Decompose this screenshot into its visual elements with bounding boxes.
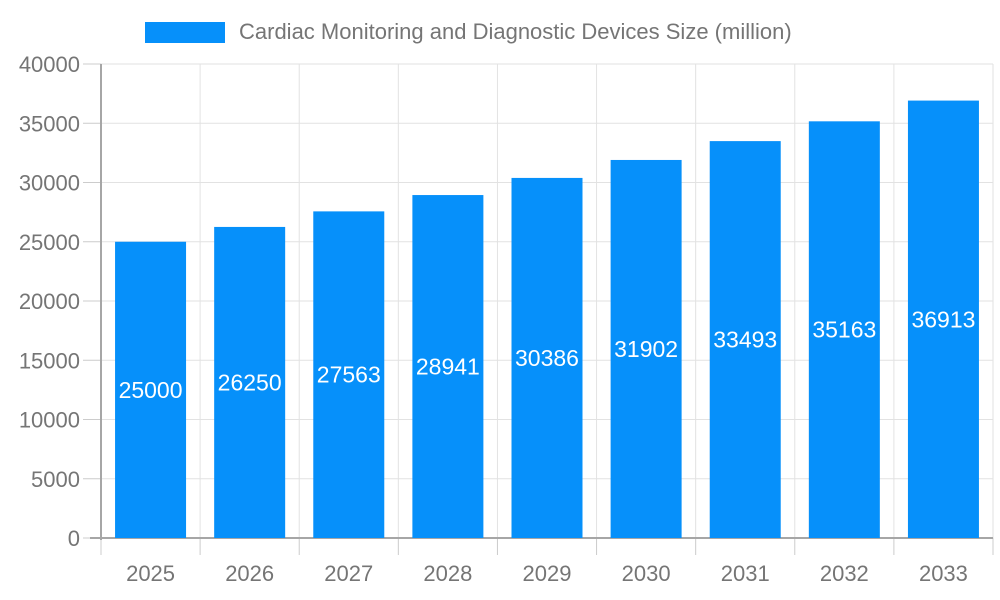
bar-value-label: 31902 [614,336,678,362]
y-tick-label: 30000 [19,171,80,196]
bar-value-label: 35163 [812,317,876,343]
bar [907,100,979,539]
bar [313,211,385,538]
y-tick-label: 10000 [19,408,80,433]
bar [610,159,682,538]
x-tick-label: 2028 [423,561,472,586]
bar-value-label: 33493 [713,327,777,353]
chart-legend: Cardiac Monitoring and Diagnostic Device… [145,13,792,51]
y-tick-label: 25000 [19,230,80,255]
bar-value-label: 30386 [515,345,579,371]
bar [412,195,484,539]
bar-value-label: 25000 [119,377,183,403]
y-tick-label: 5000 [31,467,80,492]
bar [115,241,187,538]
bar-value-label: 26250 [218,369,282,395]
bar [808,121,880,538]
x-tick-label: 2026 [225,561,274,586]
bar-value-label: 27563 [317,362,381,388]
legend-label: Cardiac Monitoring and Diagnostic Device… [239,19,792,44]
x-tick-label: 2029 [523,561,572,586]
x-tick-label: 2032 [820,561,869,586]
y-tick-label: 15000 [19,348,80,373]
y-tick-label: 40000 [19,52,80,77]
legend-swatch [145,21,225,43]
bar [709,141,781,538]
x-tick-label: 2033 [919,561,968,586]
y-tick-label: 0 [68,526,80,551]
y-tick-label: 35000 [19,111,80,136]
y-tick-label: 20000 [19,289,80,314]
bar [214,226,286,538]
bar [511,177,583,538]
x-tick-label: 2025 [126,561,175,586]
x-tick-label: 2031 [721,561,770,586]
bar-value-label: 28941 [416,354,480,380]
x-tick-label: 2030 [622,561,671,586]
x-tick-label: 2027 [324,561,373,586]
bar-value-label: 36913 [911,306,975,332]
